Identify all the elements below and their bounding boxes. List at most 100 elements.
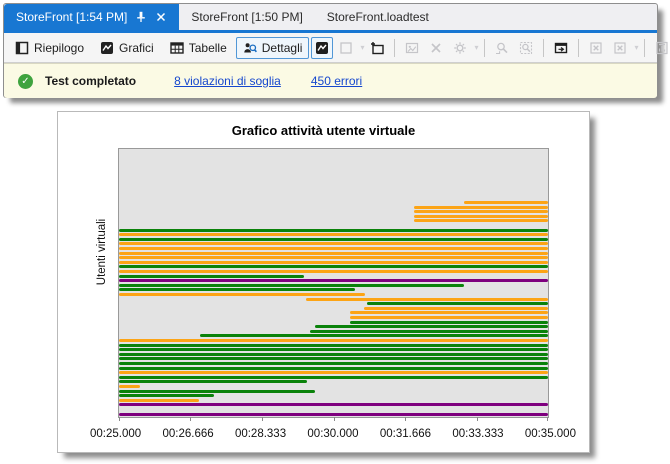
toolbar-separator bbox=[394, 38, 396, 57]
user-activity-bar bbox=[119, 366, 548, 370]
x-axis-tick-label: 00:28.333 bbox=[234, 428, 287, 440]
user-activity-bar bbox=[119, 357, 548, 361]
tab-storefront-150pm[interactable]: StoreFront [1:50 PM] bbox=[179, 4, 314, 30]
user-activity-bar bbox=[414, 205, 548, 209]
user-activity-bar bbox=[119, 283, 465, 287]
excel-export-icon bbox=[613, 41, 627, 55]
x-axis-tick bbox=[190, 417, 192, 421]
excel-report-icon bbox=[589, 41, 603, 55]
user-activity-bar bbox=[119, 403, 548, 407]
y-axis-label: Utenti virtuali bbox=[96, 218, 108, 286]
threshold-violations-link[interactable]: 8 violazioni di soglia bbox=[174, 74, 281, 88]
chart-icon bbox=[100, 41, 114, 55]
summary-report-button bbox=[651, 37, 670, 59]
test-status-text: Test completato bbox=[45, 74, 137, 88]
loadtest-results-window: StoreFront [1:54 PM] StoreFront [1:50 PM… bbox=[3, 3, 669, 98]
user-activity-bar bbox=[119, 265, 548, 269]
table-icon bbox=[170, 41, 184, 55]
graphs-view-button[interactable]: Grafici bbox=[93, 37, 161, 59]
tab-storefront-loadtest[interactable]: StoreFront.loadtest bbox=[315, 4, 441, 30]
tab-label: StoreFront.loadtest bbox=[326, 10, 429, 24]
details-icon bbox=[243, 41, 257, 55]
x-axis-tick bbox=[404, 417, 406, 421]
toolbar-separator bbox=[543, 38, 545, 57]
user-activity-bar bbox=[119, 279, 548, 283]
user-activity-bar bbox=[119, 270, 548, 273]
user-activity-bar bbox=[119, 274, 304, 278]
placeholder-button bbox=[335, 37, 357, 59]
user-activity-bar bbox=[119, 362, 548, 365]
user-activity-bar bbox=[119, 256, 548, 260]
user-activity-bar bbox=[119, 293, 365, 296]
x-axis-tick bbox=[333, 417, 335, 421]
user-activity-bar bbox=[119, 348, 548, 352]
chart-view-toggle-button[interactable] bbox=[311, 36, 334, 59]
chart-view-toggle-icon bbox=[315, 41, 329, 55]
pin-icon[interactable] bbox=[135, 11, 147, 23]
user-activity-bar bbox=[349, 311, 548, 315]
chevron-down-icon: ▾ bbox=[360, 43, 365, 52]
document-tab-strip: StoreFront [1:54 PM] StoreFront [1:50 PM… bbox=[4, 4, 657, 30]
add-graph-button[interactable] bbox=[366, 37, 388, 59]
user-activity-bar bbox=[366, 302, 548, 306]
user-activity-bar bbox=[119, 237, 548, 241]
user-activity-bar bbox=[309, 329, 548, 333]
x-axis-tick-label: 00:25.000 bbox=[90, 428, 142, 440]
x-axis-labels: 00:25.000 00:26.666 00:28.333 00:30.000 00:3… bbox=[90, 428, 576, 440]
toolbar-separator bbox=[644, 38, 646, 57]
user-activity-bar bbox=[119, 260, 548, 264]
user-activity-bar bbox=[119, 242, 548, 246]
close-icon[interactable] bbox=[155, 11, 167, 23]
x-axis-tick bbox=[261, 417, 263, 421]
user-activity-bar bbox=[119, 352, 548, 356]
add-graph-icon bbox=[370, 41, 385, 55]
show-panel-button[interactable] bbox=[550, 37, 572, 59]
summary-view-button[interactable]: Riepilogo bbox=[8, 37, 91, 59]
user-activity-bar bbox=[119, 247, 548, 250]
user-activity-bar bbox=[119, 380, 307, 384]
chart-title: Grafico attività utente virtuale bbox=[231, 123, 416, 138]
zoom-reset-button bbox=[491, 37, 513, 59]
picture-icon bbox=[405, 41, 419, 55]
tab-label: StoreFront [1:50 PM] bbox=[191, 10, 303, 24]
chart-panel: Grafico attività utente virtuale Utenti … bbox=[57, 111, 590, 453]
x-axis-tick bbox=[476, 417, 478, 421]
zoom-selection-button bbox=[515, 37, 537, 59]
active-document-accent-line bbox=[4, 30, 657, 33]
toolbar-separator bbox=[484, 38, 486, 57]
x-axis-tick bbox=[547, 417, 548, 421]
delete-button bbox=[425, 37, 447, 59]
user-activity-bar bbox=[119, 371, 548, 375]
user-activity-bar bbox=[119, 394, 214, 398]
placeholder-icon bbox=[339, 41, 353, 55]
user-activity-bar bbox=[119, 412, 548, 416]
user-activity-bar bbox=[414, 214, 548, 218]
x-axis-tick bbox=[119, 417, 120, 421]
show-panel-icon bbox=[554, 41, 568, 55]
user-activity-bar bbox=[414, 219, 548, 223]
details-view-button[interactable]: Dettagli bbox=[235, 36, 310, 59]
user-activity-bar bbox=[349, 320, 548, 324]
tables-view-button[interactable]: Tabelle bbox=[163, 37, 234, 59]
test-complete-check-icon: ✓ bbox=[18, 73, 33, 89]
user-activity-bar bbox=[315, 325, 548, 329]
summary-report-icon bbox=[655, 41, 669, 55]
delete-icon bbox=[429, 41, 443, 55]
zoom-selection-icon bbox=[519, 41, 533, 55]
chevron-down-icon: ▾ bbox=[474, 43, 479, 52]
x-axis-tick-label: 00:33.333 bbox=[452, 428, 504, 440]
user-activity-bar bbox=[414, 210, 548, 214]
summary-icon bbox=[15, 41, 29, 55]
user-activity-bar bbox=[119, 398, 199, 402]
gear-icon bbox=[453, 41, 467, 55]
toolbar-separator bbox=[578, 38, 580, 57]
tab-storefront-154pm[interactable]: StoreFront [1:54 PM] bbox=[4, 4, 180, 30]
excel-export-button bbox=[609, 37, 631, 59]
user-activity-bar bbox=[119, 251, 548, 255]
chevron-down-icon: ▾ bbox=[634, 43, 639, 52]
x-axis-tick-label: 00:26.666 bbox=[162, 428, 214, 440]
errors-link[interactable]: 450 errori bbox=[310, 74, 363, 88]
user-activity-bar bbox=[464, 201, 548, 204]
user-activity-bar bbox=[200, 334, 548, 338]
